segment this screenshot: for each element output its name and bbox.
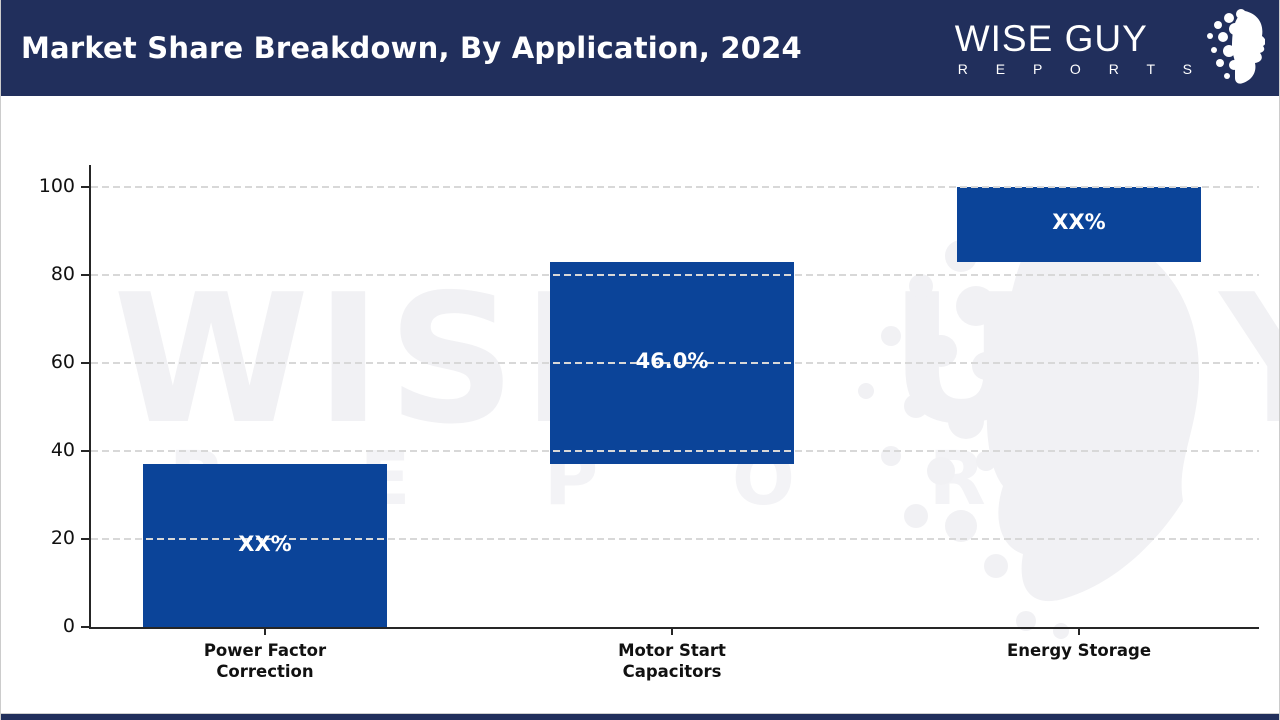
y-axis-line [89, 165, 91, 629]
y-axis-tick [81, 450, 89, 452]
x-axis-tick [1078, 629, 1080, 635]
x-axis-category-label: Motor Start Capacitors [512, 640, 832, 682]
y-axis-tick [81, 626, 89, 628]
gridline [91, 450, 1259, 452]
x-axis-category-line: Capacitors [622, 662, 722, 681]
bar-value-label: XX% [1052, 210, 1106, 235]
x-axis-category-line: Correction [216, 662, 314, 681]
x-axis-category-line: Energy Storage [1006, 641, 1152, 660]
x-axis-tick [264, 629, 266, 635]
page-title: Market Share Breakdown, By Application, … [21, 31, 802, 65]
bar-energy-storage [957, 187, 1201, 262]
logo-head-icon [1207, 9, 1265, 84]
gridline [91, 538, 1259, 540]
watermark-head-icon [858, 230, 1200, 639]
x-axis-line [89, 627, 1259, 629]
bar-value-label: XX% [238, 531, 292, 556]
x-axis-category-line: Power Factor [203, 641, 327, 660]
y-axis-tick [81, 274, 89, 276]
footer-bar [1, 713, 1279, 720]
gridline [91, 186, 1259, 188]
header: Market Share Breakdown, By Application, … [1, 0, 1279, 96]
y-axis-tick-label: 0 [62, 615, 75, 637]
brand-logo-text: WISE GUY R E P O R T S [955, 20, 1204, 76]
gridline [91, 362, 1259, 364]
brand-logo: WISE GUY R E P O R T S [955, 8, 1265, 88]
logo-wordmark: WISE GUY [954, 18, 1148, 59]
chart-area: WISE G U Y R E P O R T S 020406080100XX%… [1, 96, 1279, 713]
y-axis-tick [81, 538, 89, 540]
bar-power-factor-correction [143, 464, 387, 627]
logo-subtitle: R E P O R T S [957, 61, 1204, 77]
y-axis-tick [81, 186, 89, 188]
y-axis-tick-label: 80 [50, 263, 75, 285]
y-axis-tick-label: 20 [50, 527, 75, 549]
bar-value-label: 46.0% [635, 349, 709, 373]
gridline [91, 274, 1259, 276]
x-axis-category-line: Motor Start [618, 641, 726, 660]
x-axis-category-label: Power Factor Correction [105, 640, 425, 682]
y-axis-tick-label: 100 [38, 175, 75, 197]
y-axis-tick [81, 362, 89, 364]
x-axis-category-label: Energy Storage [919, 640, 1239, 661]
y-axis-tick-label: 60 [50, 351, 75, 373]
y-axis-tick-label: 40 [50, 439, 75, 461]
x-axis-tick [671, 629, 673, 635]
